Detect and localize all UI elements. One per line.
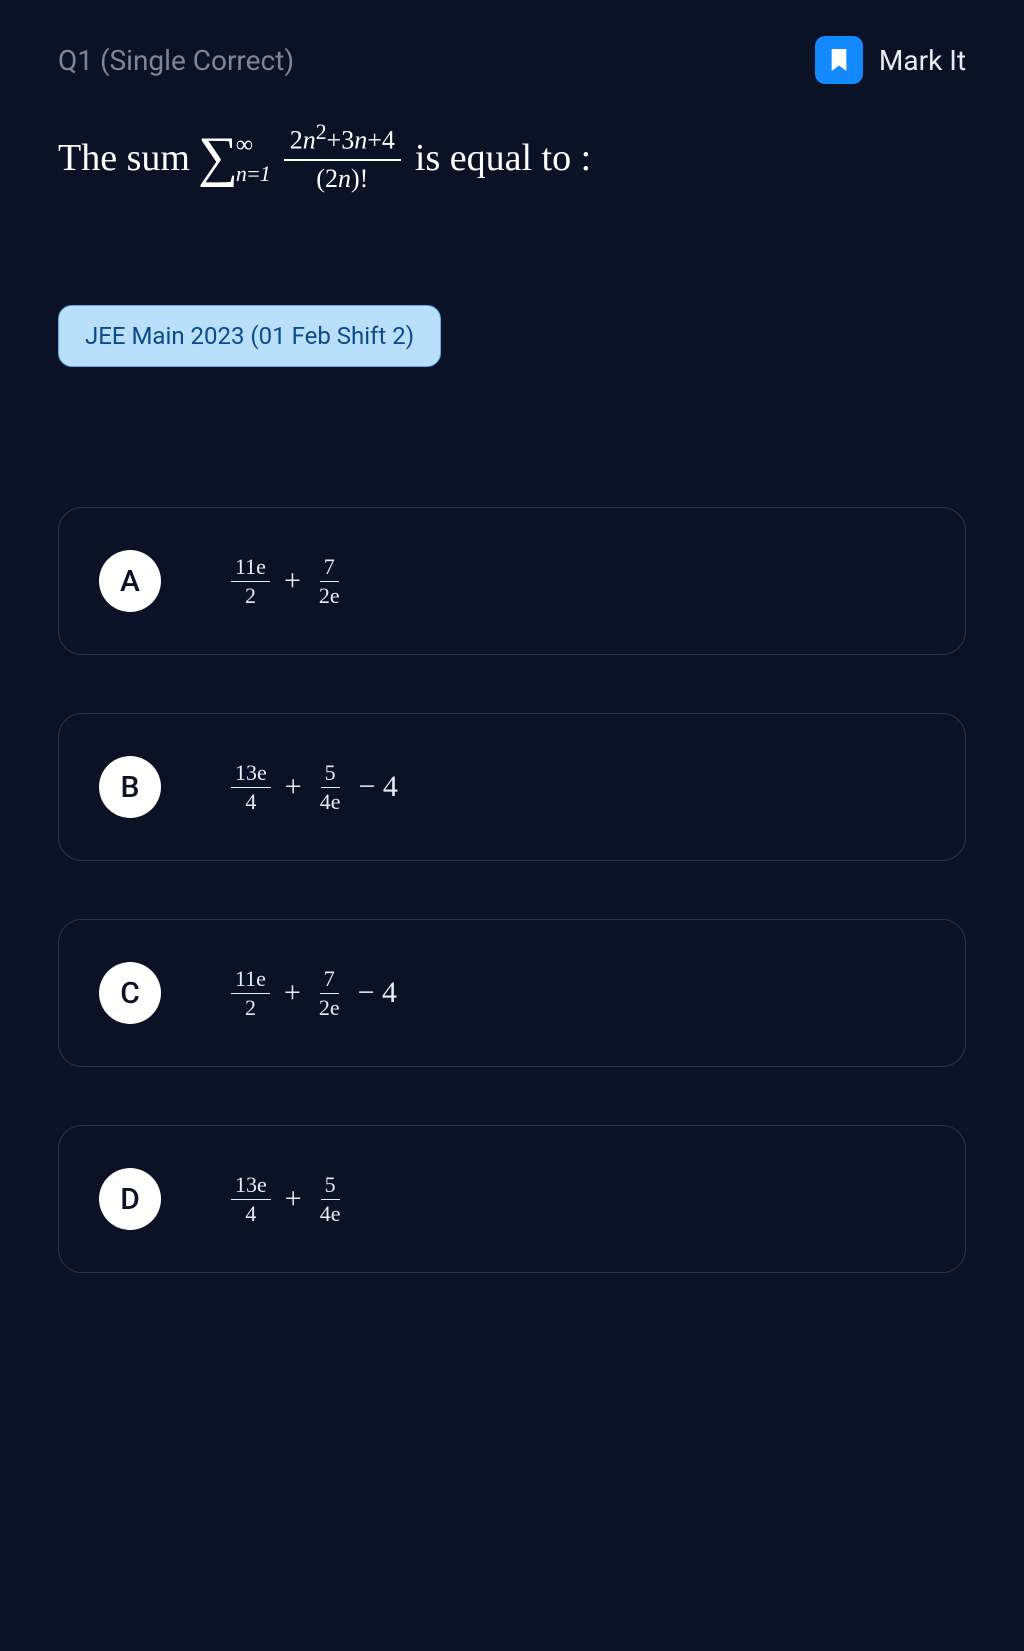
sigma-lower: n=1 <box>236 163 270 185</box>
option-a[interactable]: A 11e2 + 72e <box>58 507 966 655</box>
option-badge: D <box>99 1168 161 1230</box>
question-prefix: The sum <box>58 132 190 185</box>
sigma-upper: ∞ <box>236 133 270 157</box>
bookmark-icon <box>815 36 863 84</box>
question-text: The sum ∑ ∞ n=1 2n2+3n+4 (2n)! is equal … <box>58 122 966 195</box>
option-expression: 11e2 + 72e <box>231 555 364 608</box>
mark-it-label: Mark It <box>879 44 966 77</box>
summation: ∑ ∞ n=1 <box>198 131 270 187</box>
option-b[interactable]: B 13e4 + 54e − 4 <box>58 713 966 861</box>
options-list: A 11e2 + 72e B 13e4 + 54e − 4 C 11e2 + 7… <box>58 507 966 1273</box>
option-c[interactable]: C 11e2 + 72e − 4 <box>58 919 966 1067</box>
question-suffix: is equal to : <box>415 132 591 185</box>
question-label: Q1 (Single Correct) <box>58 44 294 77</box>
option-expression: 13e4 + 54e <box>231 1173 364 1226</box>
option-expression: 11e2 + 72e − 4 <box>231 967 403 1020</box>
sigma-symbol: ∑ <box>198 129 238 185</box>
option-badge: C <box>99 962 161 1024</box>
option-badge: A <box>99 550 161 612</box>
fraction-numerator: 2n2+3n+4 <box>284 120 401 161</box>
option-expression: 13e4 + 54e − 4 <box>231 761 404 814</box>
question-fraction: 2n2+3n+4 (2n)! <box>284 120 401 193</box>
option-d[interactable]: D 13e4 + 54e <box>58 1125 966 1273</box>
question-header: Q1 (Single Correct) Mark It <box>58 36 966 84</box>
mark-it-button[interactable]: Mark It <box>815 36 966 84</box>
exam-tag[interactable]: JEE Main 2023 (01 Feb Shift 2) <box>58 305 441 367</box>
fraction-denominator: (2n)! <box>310 161 374 194</box>
option-badge: B <box>99 756 161 818</box>
